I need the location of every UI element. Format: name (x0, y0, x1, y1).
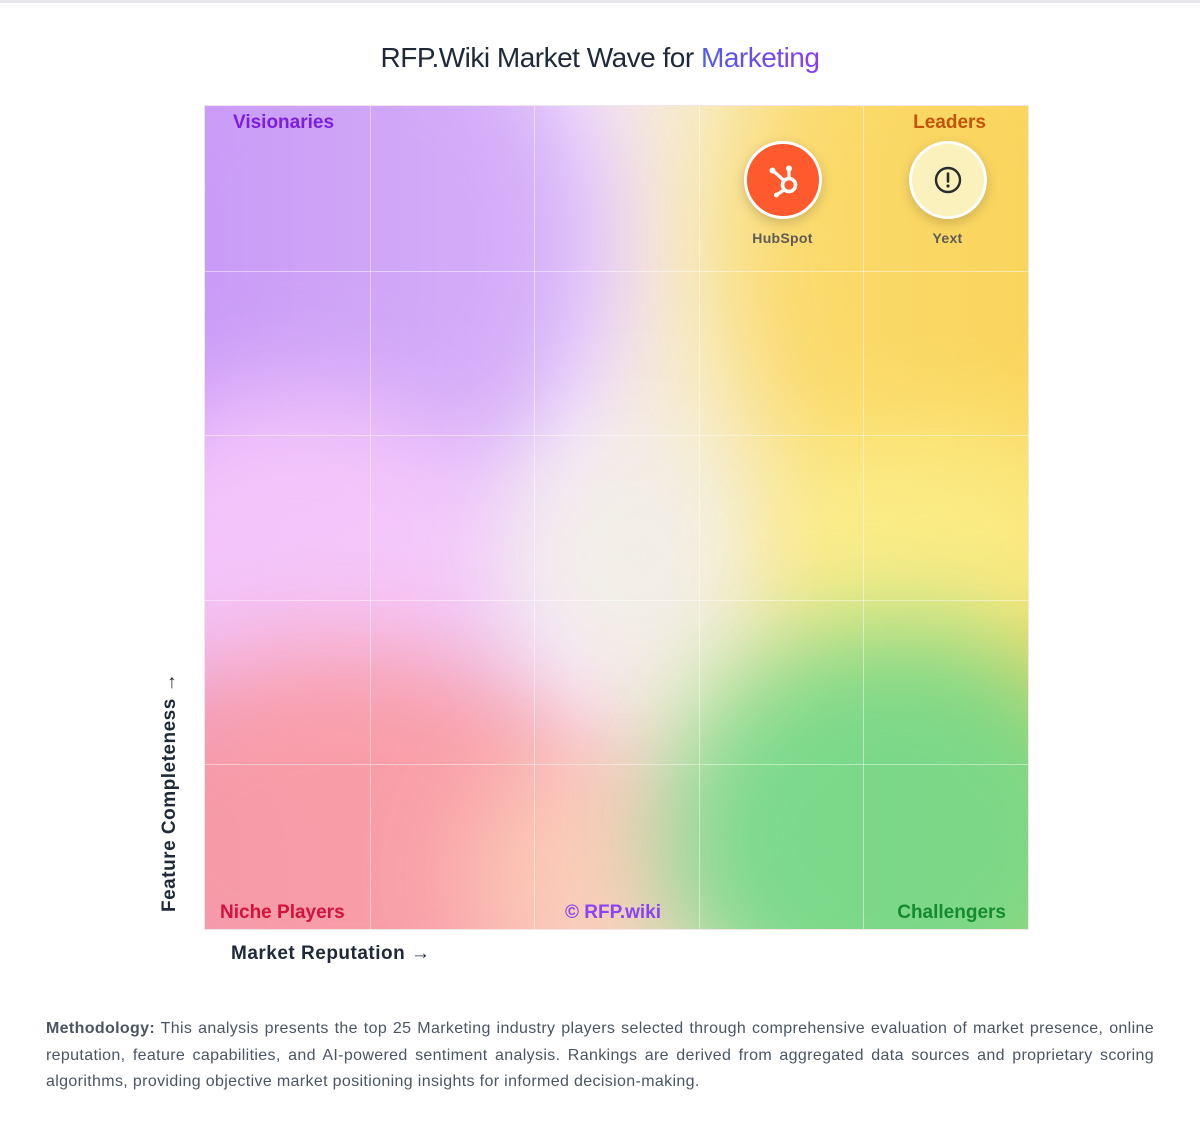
grid-line-h2 (205, 435, 1028, 437)
methodology-label: Methodology: (46, 1020, 156, 1037)
top-border (0, 0, 1200, 3)
grid-line-v3 (698, 106, 700, 929)
vendor-name-yext: Yext (932, 230, 963, 247)
grid-line-h4 (205, 764, 1028, 766)
grid-line-v4 (863, 106, 865, 929)
watermark: © RFP.wiki (565, 902, 662, 923)
grid-line-v2 (534, 106, 536, 929)
vendor-logo-yext[interactable] (908, 141, 987, 220)
grid-line-h1 (205, 270, 1028, 272)
vendor-logo-hubspot[interactable] (743, 141, 822, 220)
grid-line-v1 (369, 106, 371, 929)
exclamation-circle-icon (934, 167, 961, 194)
methodology-note: Methodology: This analysis presents the … (46, 1016, 1154, 1096)
vendor-name-hubspot: HubSpot (752, 230, 813, 247)
quadrant-label-leaders: Leaders (913, 112, 986, 133)
bg-blob-green (665, 626, 1028, 929)
page-title: RFP.Wiki Market Wave for Marketing (0, 42, 1200, 74)
hubspot-sprocket-icon (769, 165, 797, 198)
quadrant-label-niche-players: Niche Players (220, 902, 345, 923)
quadrant-label-visionaries: Visionaries (233, 112, 335, 133)
market-wave-plot: Visionaries Leaders Niche Players Challe… (204, 105, 1029, 930)
methodology-text: This analysis presents the top 25 Market… (46, 1020, 1154, 1090)
quadrant-label-challengers: Challengers (897, 902, 1006, 923)
title-prefix: RFP.Wiki Market Wave for (380, 42, 695, 73)
vendor-point-yext[interactable]: Yext (898, 141, 998, 246)
grid-line-h3 (205, 599, 1028, 601)
vendor-point-hubspot[interactable]: HubSpot (733, 141, 833, 246)
bg-blob-center (515, 436, 755, 676)
title-highlight: Marketing (701, 42, 820, 73)
x-axis-label: Market Reputation → (231, 943, 431, 964)
y-axis-label: Feature Completeness → (159, 672, 180, 912)
